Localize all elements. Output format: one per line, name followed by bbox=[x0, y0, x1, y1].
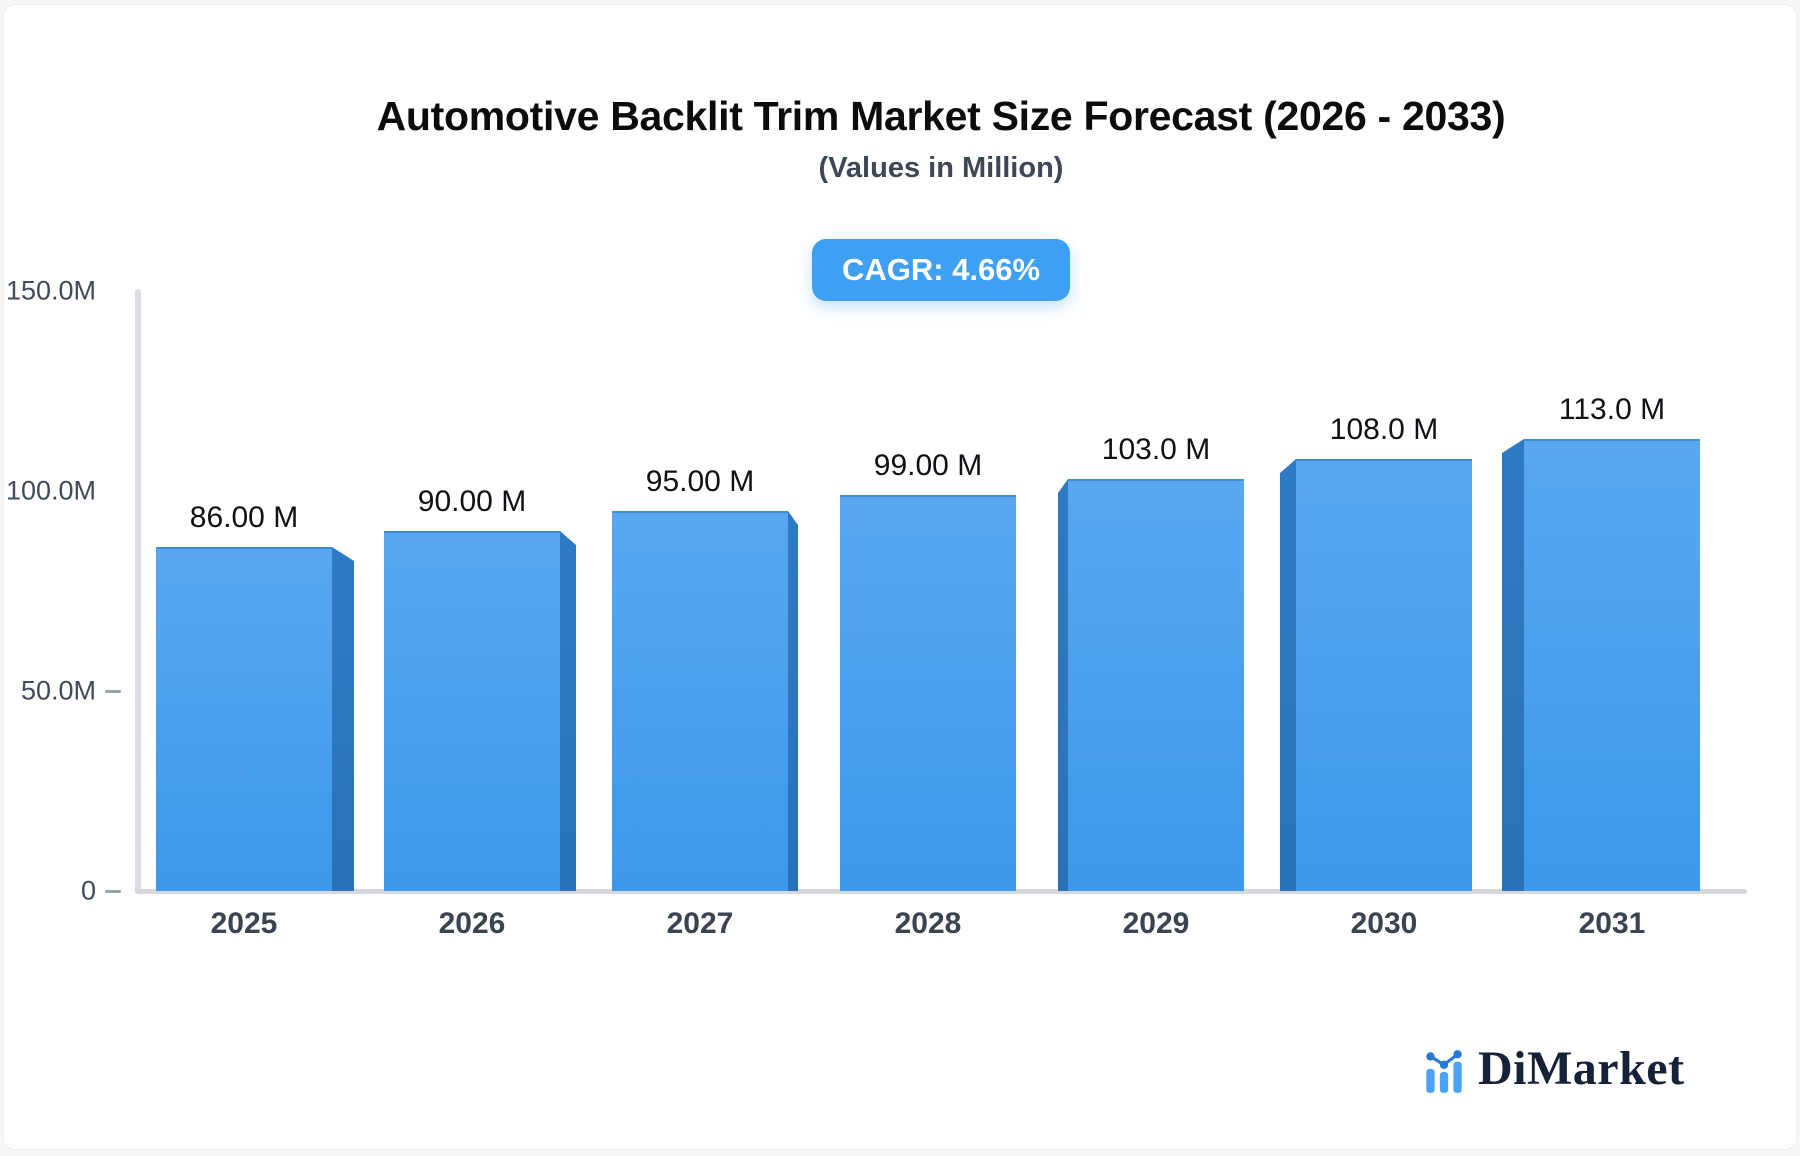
bar-2031 bbox=[1524, 439, 1700, 891]
bar-3d-side-2026 bbox=[560, 531, 576, 891]
x-axis-label-2031: 2031 bbox=[1578, 907, 1646, 940]
bar-value-label-2028: 99.00 M bbox=[873, 449, 983, 482]
x-axis-baseline bbox=[135, 889, 1747, 894]
cagr-badge: CAGR: 4.66% bbox=[811, 239, 1071, 301]
chart-title: Automotive Backlit Trim Market Size Fore… bbox=[376, 93, 1506, 139]
bar-2028 bbox=[840, 495, 1016, 891]
x-axis-label-2027: 2027 bbox=[666, 907, 734, 940]
bar-2027 bbox=[612, 511, 788, 891]
bar-chart-plot-area: 150.0M 100.0M 50.0M 0 86.00 M 2025 90.00 M 2026… bbox=[4, 5, 1800, 1156]
chart-subtitle: (Values in Million) bbox=[818, 152, 1064, 184]
x-axis-label-2030: 2030 bbox=[1350, 907, 1418, 940]
y-axis-line bbox=[135, 289, 141, 894]
bar-2026 bbox=[384, 531, 560, 891]
bar-value-label-2031: 113.0 M bbox=[1558, 393, 1666, 426]
bar-value-label-2025: 86.00 M bbox=[189, 501, 299, 534]
bar-value-label-2027: 95.00 M bbox=[645, 465, 755, 498]
y-axis-tick-label: 50.0M bbox=[20, 675, 96, 706]
y-axis-tick-label: 150.0M bbox=[5, 275, 96, 306]
y-axis-tick-label: 0 bbox=[80, 875, 96, 906]
x-axis-label-2025: 2025 bbox=[210, 907, 278, 940]
dimarket-logo-icon bbox=[1426, 1050, 1462, 1093]
bar-value-label-2026: 90.00 M bbox=[417, 485, 527, 518]
bar-3d-side-2030 bbox=[1280, 459, 1296, 891]
bar-2029 bbox=[1068, 479, 1244, 891]
bar-2025 bbox=[156, 547, 332, 891]
y-axis-tick-mark bbox=[105, 890, 121, 893]
chart-card: Automotive Backlit Trim Market Size Fore… bbox=[3, 4, 1797, 1150]
bar-value-label-2030: 108.0 M bbox=[1329, 413, 1439, 446]
y-axis-tick-mark bbox=[105, 690, 121, 693]
brand-logo: DiMarket bbox=[1424, 1045, 1685, 1095]
y-axis-tick-label: 100.0M bbox=[5, 475, 96, 506]
bar-value-label-2029: 103.0 M bbox=[1101, 433, 1211, 466]
bar-3d-side-2029 bbox=[1058, 479, 1068, 891]
chart-header: Automotive Backlit Trim Market Size Fore… bbox=[134, 93, 1748, 301]
bar-3d-side-2027 bbox=[788, 511, 798, 891]
bar-2030 bbox=[1296, 459, 1472, 891]
x-axis-label-2028: 2028 bbox=[894, 907, 962, 940]
x-axis-label-2026: 2026 bbox=[438, 907, 506, 940]
bar-3d-side-2031 bbox=[1502, 439, 1524, 891]
bar-3d-side-2025 bbox=[332, 547, 354, 891]
x-axis-label-2029: 2029 bbox=[1122, 907, 1190, 940]
brand-name: DiMarket bbox=[1478, 1042, 1685, 1095]
